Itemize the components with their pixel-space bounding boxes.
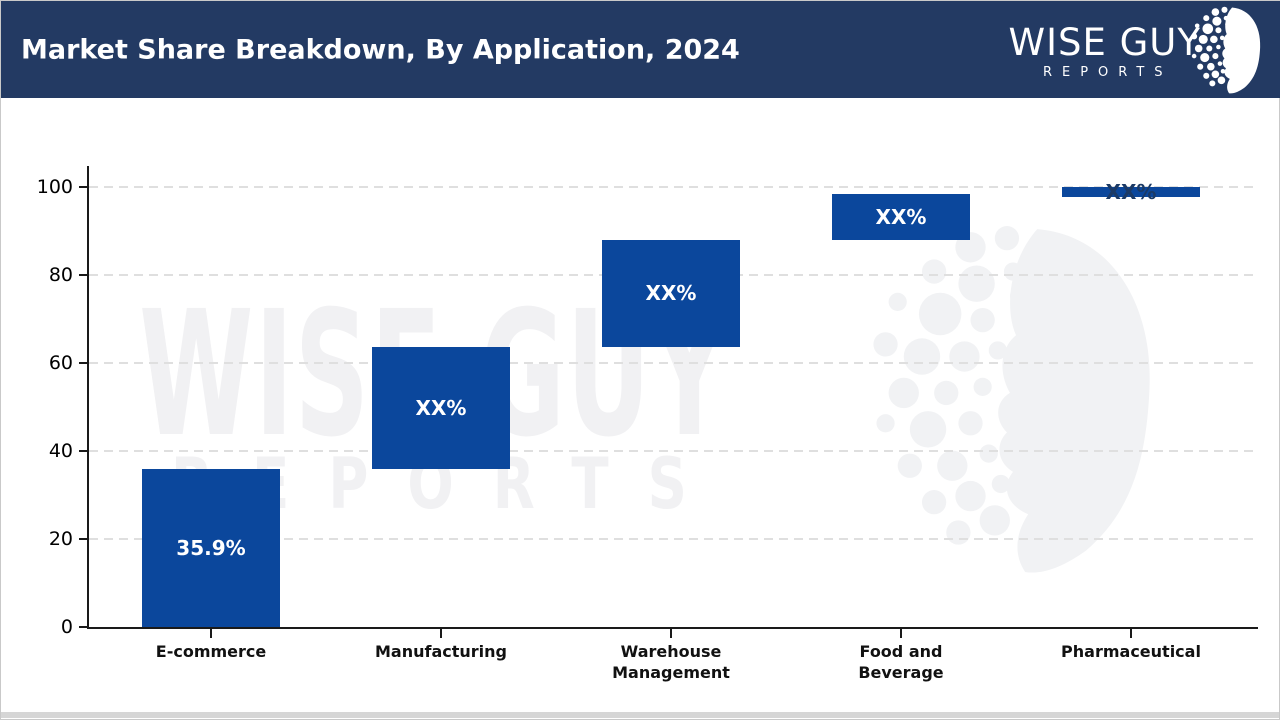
footer-strip bbox=[1, 712, 1279, 718]
x-tick-e-commerce bbox=[210, 629, 212, 638]
bar-value-label: XX% bbox=[645, 281, 697, 306]
y-tick-label: 20 bbox=[48, 528, 73, 550]
y-tick-label: 60 bbox=[48, 352, 73, 374]
x-tick-label: Manufacturing bbox=[375, 642, 507, 661]
x-tick-label: Warehouse Management bbox=[612, 642, 730, 682]
bar-pharmaceutical bbox=[1062, 187, 1200, 197]
y-tick-100 bbox=[79, 186, 87, 188]
bar-value-label: XX% bbox=[415, 396, 467, 421]
bar-warehouse-management: XX% bbox=[602, 239, 740, 348]
y-axis-line bbox=[87, 166, 89, 629]
y-tick-0 bbox=[79, 626, 87, 628]
logo-text: WISE GUY REPORTS bbox=[1009, 21, 1201, 80]
header-bar: Market Share Breakdown, By Application, … bbox=[1, 1, 1280, 98]
logo-dots bbox=[1191, 6, 1233, 87]
bar-food-and-beverage: XX% bbox=[832, 194, 970, 240]
gridline-40 bbox=[89, 450, 1256, 452]
x-tick-food-and-beverage bbox=[900, 629, 902, 638]
y-tick-label: 100 bbox=[36, 176, 73, 198]
y-tick-20 bbox=[79, 538, 87, 540]
bar-manufacturing: XX% bbox=[372, 347, 510, 470]
x-axis-line bbox=[87, 627, 1258, 629]
page-title: Market Share Breakdown, By Application, … bbox=[21, 34, 740, 65]
x-tick-label: Food and Beverage bbox=[858, 642, 944, 682]
gridline-100 bbox=[89, 186, 1256, 188]
y-tick-80 bbox=[79, 274, 87, 276]
logo-wordmark: WISE GUY bbox=[1008, 20, 1201, 64]
wiseguy-face-icon bbox=[1187, 6, 1265, 94]
y-tick-label: 0 bbox=[60, 616, 73, 638]
x-tick-manufacturing bbox=[440, 629, 442, 638]
bar-value-label: 35.9% bbox=[176, 536, 246, 560]
chart-plot-area: WISE GUY REPORTS 0 20 40 60 80 100 35.9% E-comm… bbox=[1, 98, 1280, 713]
y-tick-label: 40 bbox=[48, 440, 73, 462]
wiseguy-logo: WISE GUY REPORTS bbox=[1009, 5, 1265, 95]
y-tick-60 bbox=[79, 362, 87, 364]
x-tick-pharmaceutical bbox=[1130, 629, 1132, 638]
watermark-face-icon bbox=[853, 223, 1173, 575]
x-tick-label: Pharmaceutical bbox=[1061, 642, 1201, 661]
x-tick-warehouse-management bbox=[670, 629, 672, 638]
gridline-60 bbox=[89, 362, 1256, 364]
bar-value-label: XX% bbox=[1105, 179, 1157, 204]
logo-subtitle: REPORTS bbox=[1042, 64, 1173, 80]
y-tick-label: 80 bbox=[48, 264, 73, 286]
watermark-dots bbox=[873, 226, 1038, 545]
x-tick-label: E-commerce bbox=[155, 642, 267, 661]
gridline-20 bbox=[89, 538, 1256, 540]
y-tick-40 bbox=[79, 450, 87, 452]
bar-value-label: XX% bbox=[875, 204, 927, 229]
bar-e-commerce: 35.9% bbox=[142, 469, 280, 627]
